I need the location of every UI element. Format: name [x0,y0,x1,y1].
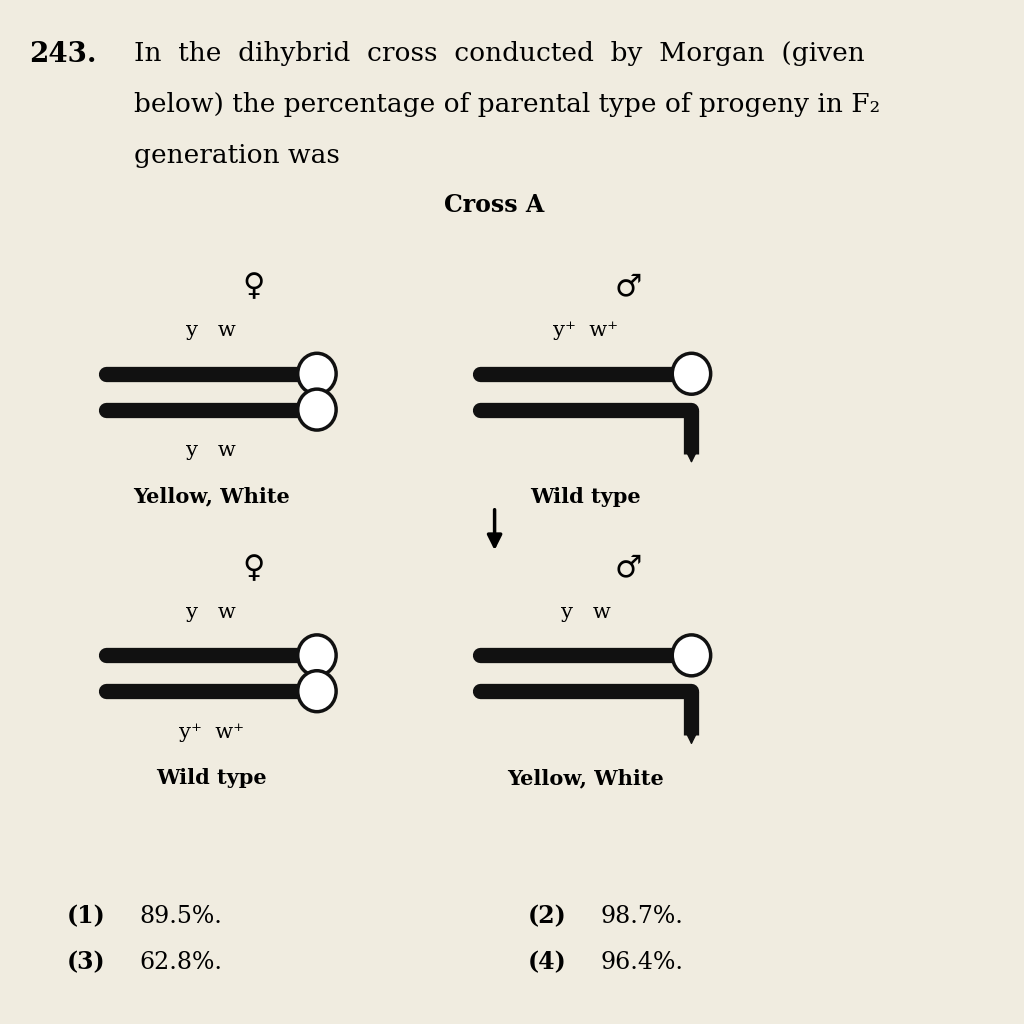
Text: ♀: ♀ [243,554,265,583]
Circle shape [298,389,336,430]
Text: 62.8%.: 62.8%. [139,951,222,974]
Text: generation was: generation was [134,143,340,168]
Circle shape [673,635,711,676]
Circle shape [298,635,336,676]
Text: (2): (2) [528,904,567,929]
Text: 89.5%.: 89.5%. [139,905,222,928]
Text: below) the percentage of parental type of progeny in F₂: below) the percentage of parental type o… [134,92,881,117]
Text: Wild type: Wild type [156,768,266,788]
Circle shape [298,671,336,712]
Text: y   w: y w [186,322,237,340]
Text: y⁺  w⁺: y⁺ w⁺ [553,322,618,340]
Text: Wild type: Wild type [530,486,641,507]
Text: (3): (3) [68,950,105,975]
Text: y⁺  w⁺: y⁺ w⁺ [179,723,244,741]
Circle shape [673,353,711,394]
Text: 243.: 243. [29,41,96,68]
Text: (4): (4) [528,950,567,975]
Text: In  the  dihybrid  cross  conducted  by  Morgan  (given: In the dihybrid cross conducted by Morga… [134,41,865,66]
Text: 96.4%.: 96.4%. [600,951,683,974]
Text: y   w: y w [186,603,237,622]
Text: Yellow, White: Yellow, White [508,768,665,788]
Text: ♂: ♂ [614,272,642,301]
Text: ♂: ♂ [614,554,642,583]
Text: y   w: y w [561,603,610,622]
Text: y   w: y w [186,441,237,460]
Text: Yellow, White: Yellow, White [133,486,290,507]
Text: 98.7%.: 98.7%. [600,905,683,928]
Text: ♀: ♀ [243,272,265,301]
Text: Cross A: Cross A [444,193,545,217]
Circle shape [298,353,336,394]
Text: (1): (1) [68,904,105,929]
